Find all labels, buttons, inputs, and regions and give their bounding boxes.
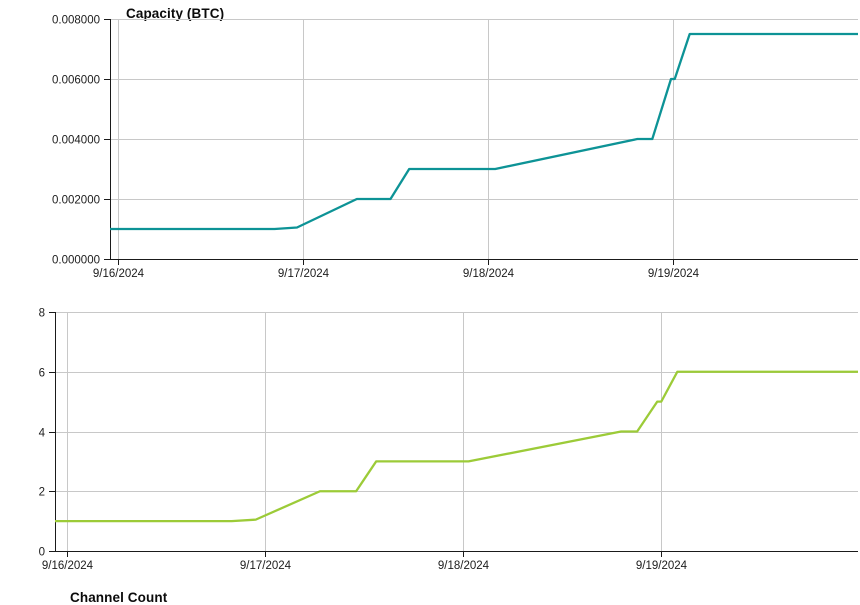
x-axis-tick-label: 9/17/2024 <box>240 560 292 572</box>
capacity-plot-area: 0.000000 0.002000 0.004000 0.006000 0.008000… <box>52 15 858 280</box>
y-axis-tick-label: 0.002000 <box>52 195 100 207</box>
capacity-chart-title: Capacity (BTC) <box>126 6 225 21</box>
x-axis-tick-label: 9/16/2024 <box>93 268 145 280</box>
channel-count-plot-area: 0 2 4 6 8 9/16/2024 9/17/2024 9/18/2024 9/19/202… <box>39 308 858 572</box>
x-axis-tick-label: 9/19/2024 <box>636 560 688 572</box>
x-axis-tick-label: 9/18/2024 <box>463 268 515 280</box>
channel-count-chart-panel: Channel Count 0 2 4 6 8 9/16/2024 9/17/2024 9/1… <box>0 290 860 605</box>
y-axis-tick-label: 0.006000 <box>52 75 100 87</box>
x-axis-tick-label: 9/16/2024 <box>42 560 94 572</box>
y-axis-tick-label: 2 <box>39 487 45 499</box>
x-axis-tick-label: 9/17/2024 <box>278 268 330 280</box>
y-axis-tick-label: 4 <box>39 428 46 440</box>
y-axis-tick-label: 0.000000 <box>52 255 100 267</box>
y-axis-tick-label: 0 <box>39 547 45 559</box>
y-axis-tick-label: 6 <box>39 368 45 380</box>
y-axis-tick-label: 8 <box>39 308 45 320</box>
x-axis-tick-label: 9/18/2024 <box>438 560 490 572</box>
y-axis-tick-label: 0.008000 <box>52 15 100 27</box>
x-axis-tick-label: 9/19/2024 <box>648 268 700 280</box>
capacity-chart-panel: Capacity (BTC) 0.000000 0.002000 0.004000 0… <box>0 0 860 290</box>
series-line <box>55 370 858 523</box>
series-line <box>110 32 858 231</box>
y-axis-tick-label: 0.004000 <box>52 135 100 147</box>
